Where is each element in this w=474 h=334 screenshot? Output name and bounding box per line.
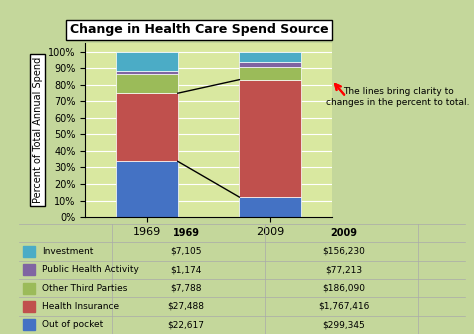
Text: Investment: Investment — [42, 247, 93, 256]
Bar — [116, 161, 178, 217]
Text: $1,767,416: $1,767,416 — [318, 302, 370, 311]
Bar — [23, 283, 35, 294]
Text: 2009: 2009 — [330, 228, 357, 238]
Y-axis label: Percent of Total Annual Spend: Percent of Total Annual Spend — [33, 57, 43, 203]
Bar — [23, 319, 35, 330]
Text: 1969: 1969 — [173, 228, 200, 238]
Bar — [116, 52, 178, 71]
Bar — [239, 62, 301, 67]
Text: $186,090: $186,090 — [322, 284, 365, 293]
Bar — [23, 264, 35, 275]
Text: $156,230: $156,230 — [322, 247, 365, 256]
Text: Health Insurance: Health Insurance — [42, 302, 119, 311]
Text: $27,488: $27,488 — [167, 302, 204, 311]
Bar — [116, 74, 178, 93]
Text: Other Third Parties: Other Third Parties — [42, 284, 128, 293]
Text: $7,788: $7,788 — [170, 284, 202, 293]
Bar — [239, 52, 301, 62]
Text: Change in Health Care Spend Source: Change in Health Care Spend Source — [70, 23, 328, 36]
Bar — [116, 93, 178, 161]
Text: $22,617: $22,617 — [167, 320, 204, 329]
Text: Out of pocket: Out of pocket — [42, 320, 103, 329]
Bar — [23, 246, 35, 257]
Text: $77,213: $77,213 — [325, 265, 363, 274]
Text: The lines bring clarity to
changes in the percent to total.: The lines bring clarity to changes in th… — [327, 87, 470, 107]
Bar — [239, 197, 301, 217]
Text: $7,105: $7,105 — [170, 247, 202, 256]
Bar — [239, 67, 301, 79]
Text: Public Health Activity: Public Health Activity — [42, 265, 139, 274]
Bar — [116, 71, 178, 74]
Text: $299,345: $299,345 — [323, 320, 365, 329]
Text: $1,174: $1,174 — [170, 265, 201, 274]
Bar — [239, 79, 301, 197]
Bar — [23, 301, 35, 312]
